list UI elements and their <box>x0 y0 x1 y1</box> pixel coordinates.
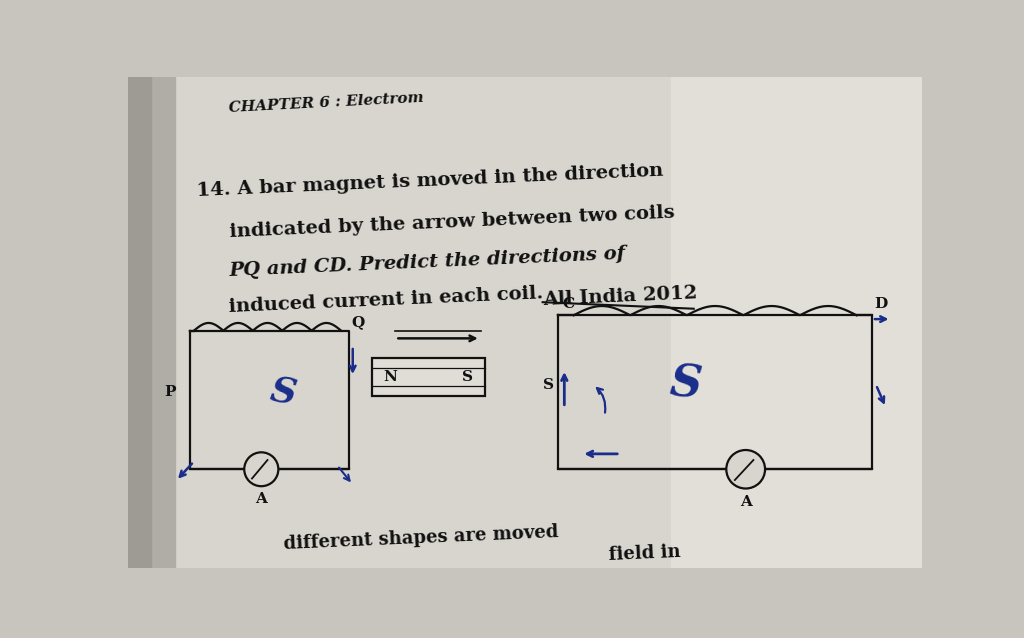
Text: induced current in each coil.: induced current in each coil. <box>228 285 544 316</box>
Text: PQ and CD. Predict the directions of: PQ and CD. Predict the directions of <box>228 244 626 279</box>
Text: A: A <box>739 494 752 508</box>
Text: S: S <box>267 373 299 412</box>
Text: CHAPTER 6 : Electrom: CHAPTER 6 : Electrom <box>228 91 424 115</box>
Circle shape <box>245 452 279 486</box>
Text: different shapes are moved: different shapes are moved <box>283 523 559 553</box>
Text: D: D <box>874 297 888 311</box>
Circle shape <box>726 450 765 489</box>
Bar <box>128 77 174 568</box>
Bar <box>372 358 484 396</box>
Text: S: S <box>462 370 473 384</box>
Text: S: S <box>544 378 554 392</box>
Text: N: N <box>384 370 397 384</box>
Text: C: C <box>562 297 574 311</box>
Text: indicated by the arrow between two coils: indicated by the arrow between two coils <box>228 204 675 241</box>
Text: S: S <box>668 362 703 408</box>
Text: P: P <box>165 385 176 399</box>
Text: All India 2012: All India 2012 <box>543 285 698 309</box>
Text: Q: Q <box>351 315 365 329</box>
Bar <box>671 77 922 568</box>
Text: field in: field in <box>608 542 681 563</box>
Bar <box>128 77 152 568</box>
Text: A: A <box>255 493 267 507</box>
Text: 14. A bar magnet is moved in the direction: 14. A bar magnet is moved in the directi… <box>197 161 664 200</box>
